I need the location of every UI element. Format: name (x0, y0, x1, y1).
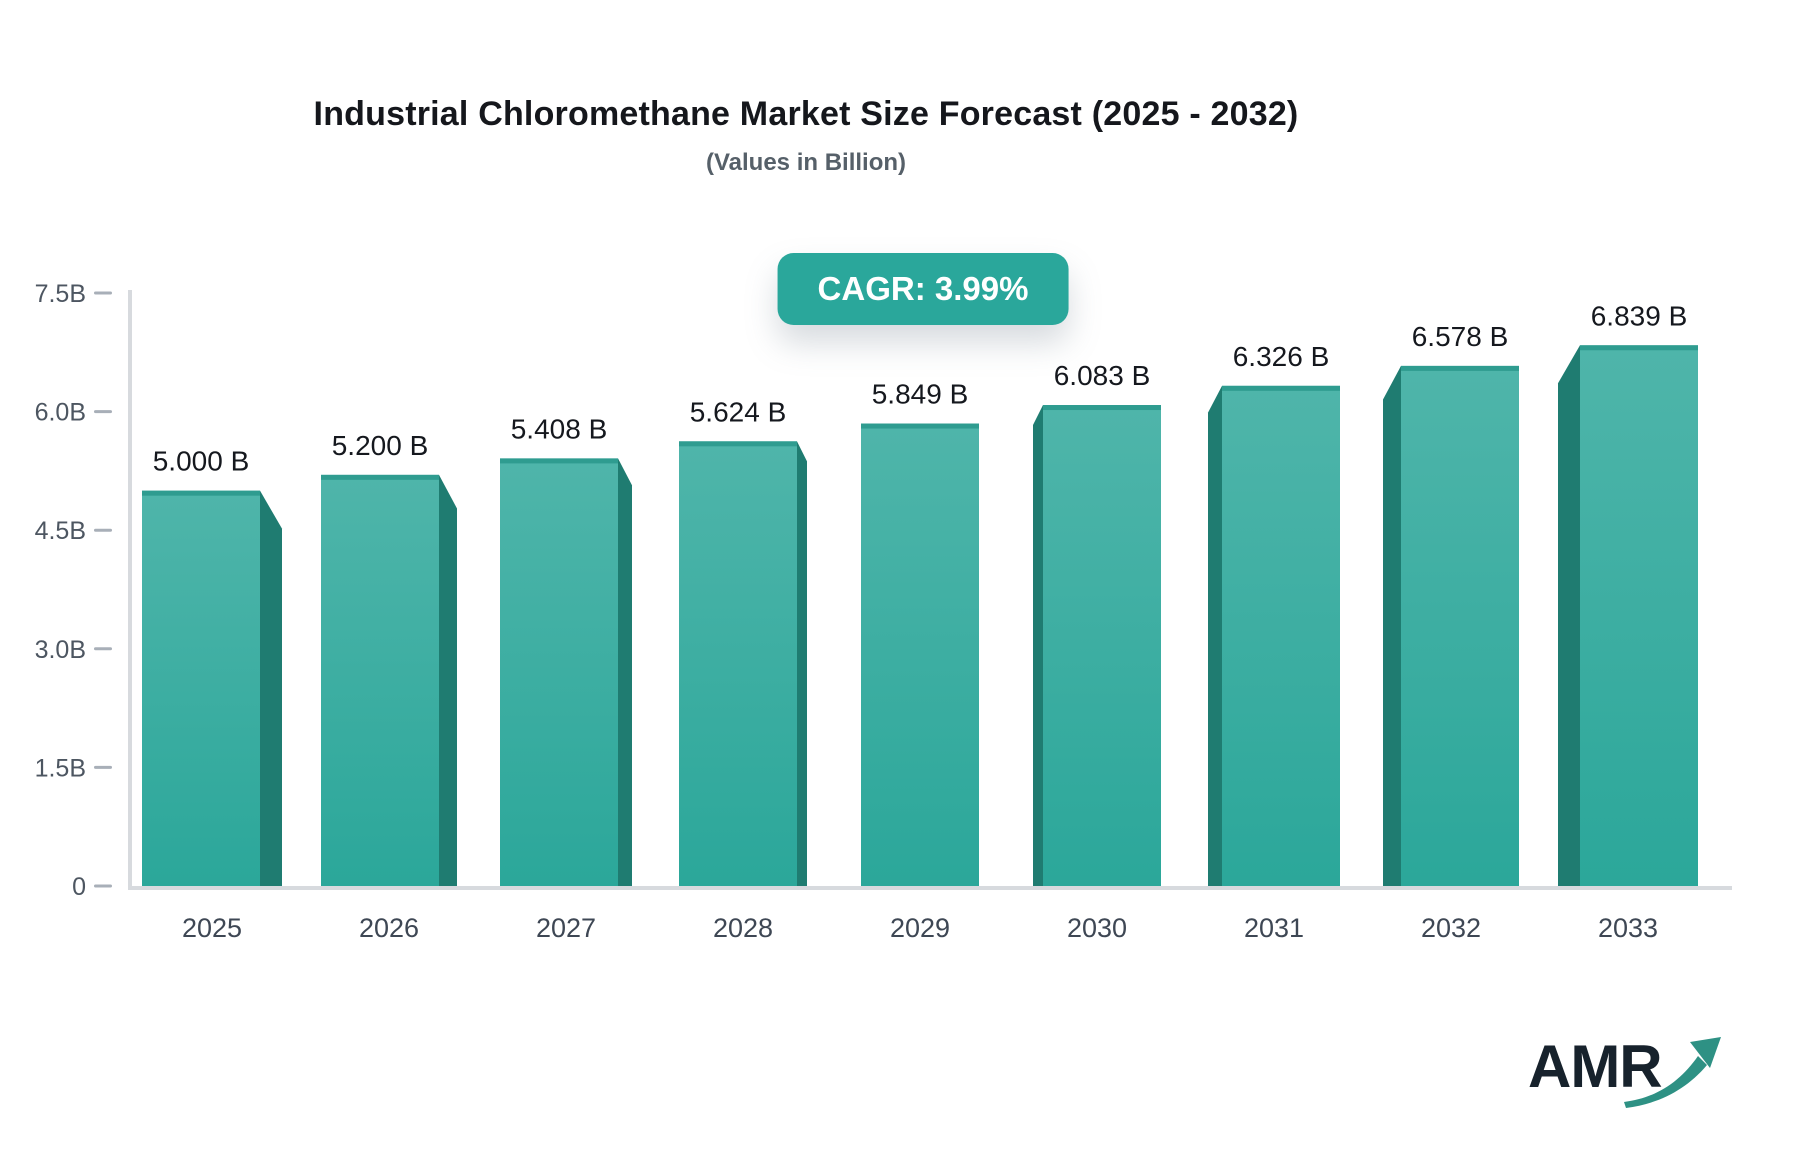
y-tick-mark (94, 528, 112, 532)
bar-top-edge (1222, 385, 1340, 391)
bar-front-face (1401, 365, 1519, 886)
bar-side-face (260, 490, 282, 886)
bar-group-2033: 6.839 B 2033 (1558, 300, 1698, 943)
bar-top-edge (321, 474, 439, 480)
bar-side-face (1208, 385, 1222, 886)
y-tick-mark (94, 291, 112, 295)
bar-top-edge (861, 423, 979, 429)
y-tick-label: 0 (72, 873, 86, 901)
bar-group-2028: 5.624 B 2028 (679, 396, 807, 943)
x-axis-year-label: 2026 (359, 913, 419, 943)
bar-front-face (321, 474, 439, 886)
bar-front-face (861, 423, 979, 886)
bar-value-label: 6.326 B (1233, 341, 1330, 372)
bar-top-edge (679, 441, 797, 447)
x-axis-year-label: 2032 (1421, 913, 1481, 943)
chart-title: Industrial Chloromethane Market Size For… (313, 95, 1299, 133)
x-axis-year-label: 2028 (713, 913, 773, 943)
y-tick-mark (94, 647, 112, 651)
x-axis-year-label: 2027 (536, 913, 596, 943)
bar-value-label: 5.000 B (153, 446, 250, 477)
bar-front-face (679, 441, 797, 886)
bar-value-label: 6.083 B (1054, 360, 1151, 391)
x-axis-year-label: 2031 (1244, 913, 1304, 943)
bar-value-label: 5.849 B (872, 379, 969, 410)
bar-group-2031: 6.326 B 2031 (1208, 341, 1340, 943)
bar-value-label: 5.408 B (511, 413, 608, 444)
bar-side-face (618, 458, 632, 886)
bar-value-label: 5.624 B (690, 396, 787, 427)
bar-side-face (439, 474, 457, 886)
amr-logo-text: AMR (1528, 1033, 1663, 1100)
y-tick-label: 3.0B (35, 636, 86, 664)
y-tick-label: 7.5B (35, 280, 86, 308)
bar-side-face (1558, 345, 1580, 886)
bar-chart-plot: 7.5B 6.0B 4.5B 3.0B 1.5B 0 5.000 B 2025 5.200 B 2… (35, 280, 1732, 943)
y-tick-label: 6.0B (35, 399, 86, 427)
growth-arrow-icon (1624, 1037, 1721, 1108)
y-tick-label: 4.5B (35, 517, 86, 545)
bar-group-2032: 6.578 B 2032 (1383, 321, 1519, 943)
x-axis-year-label: 2029 (890, 913, 950, 943)
y-axis-line (128, 290, 132, 890)
bar-group-2026: 5.200 B 2026 (321, 430, 457, 943)
cagr-badge: CAGR: 3.99% (777, 253, 1069, 325)
bar-group-2029: 5.849 B 2029 (861, 379, 979, 943)
bar-group-2025: 5.000 B 2025 (142, 446, 282, 943)
bar-front-face (1580, 345, 1698, 886)
bar-front-face (500, 458, 618, 886)
bar-top-edge (142, 490, 260, 496)
y-tick-mark (94, 884, 112, 888)
bar-side-face (1033, 405, 1043, 886)
y-tick-label: 1.5B (35, 754, 86, 782)
bar-value-label: 6.839 B (1591, 300, 1688, 331)
bar-top-edge (1043, 405, 1161, 411)
chart-subtitle: (Values in Billion) (705, 149, 907, 176)
y-tick-mark (94, 765, 112, 769)
bar-group-2027: 5.408 B 2027 (500, 413, 632, 943)
bar-front-face (1222, 385, 1340, 886)
bar-side-face (1383, 365, 1401, 886)
bar-value-label: 5.200 B (332, 430, 429, 461)
bar-top-edge (1401, 365, 1519, 371)
bar-front-face (1043, 405, 1161, 886)
x-axis-year-label: 2030 (1067, 913, 1127, 943)
bar-top-edge (500, 458, 618, 464)
bar-front-face (142, 490, 260, 886)
bar-value-label: 6.578 B (1412, 321, 1509, 352)
x-axis-line (128, 886, 1732, 890)
bar-side-face (797, 441, 807, 886)
amr-logo: AMR (1528, 1032, 1721, 1122)
bar-top-edge (1580, 345, 1698, 351)
x-axis-year-label: 2033 (1598, 913, 1658, 943)
x-axis-year-label: 2025 (182, 913, 242, 943)
y-tick-mark (94, 410, 112, 414)
bar-group-2030: 6.083 B 2030 (1033, 360, 1161, 943)
